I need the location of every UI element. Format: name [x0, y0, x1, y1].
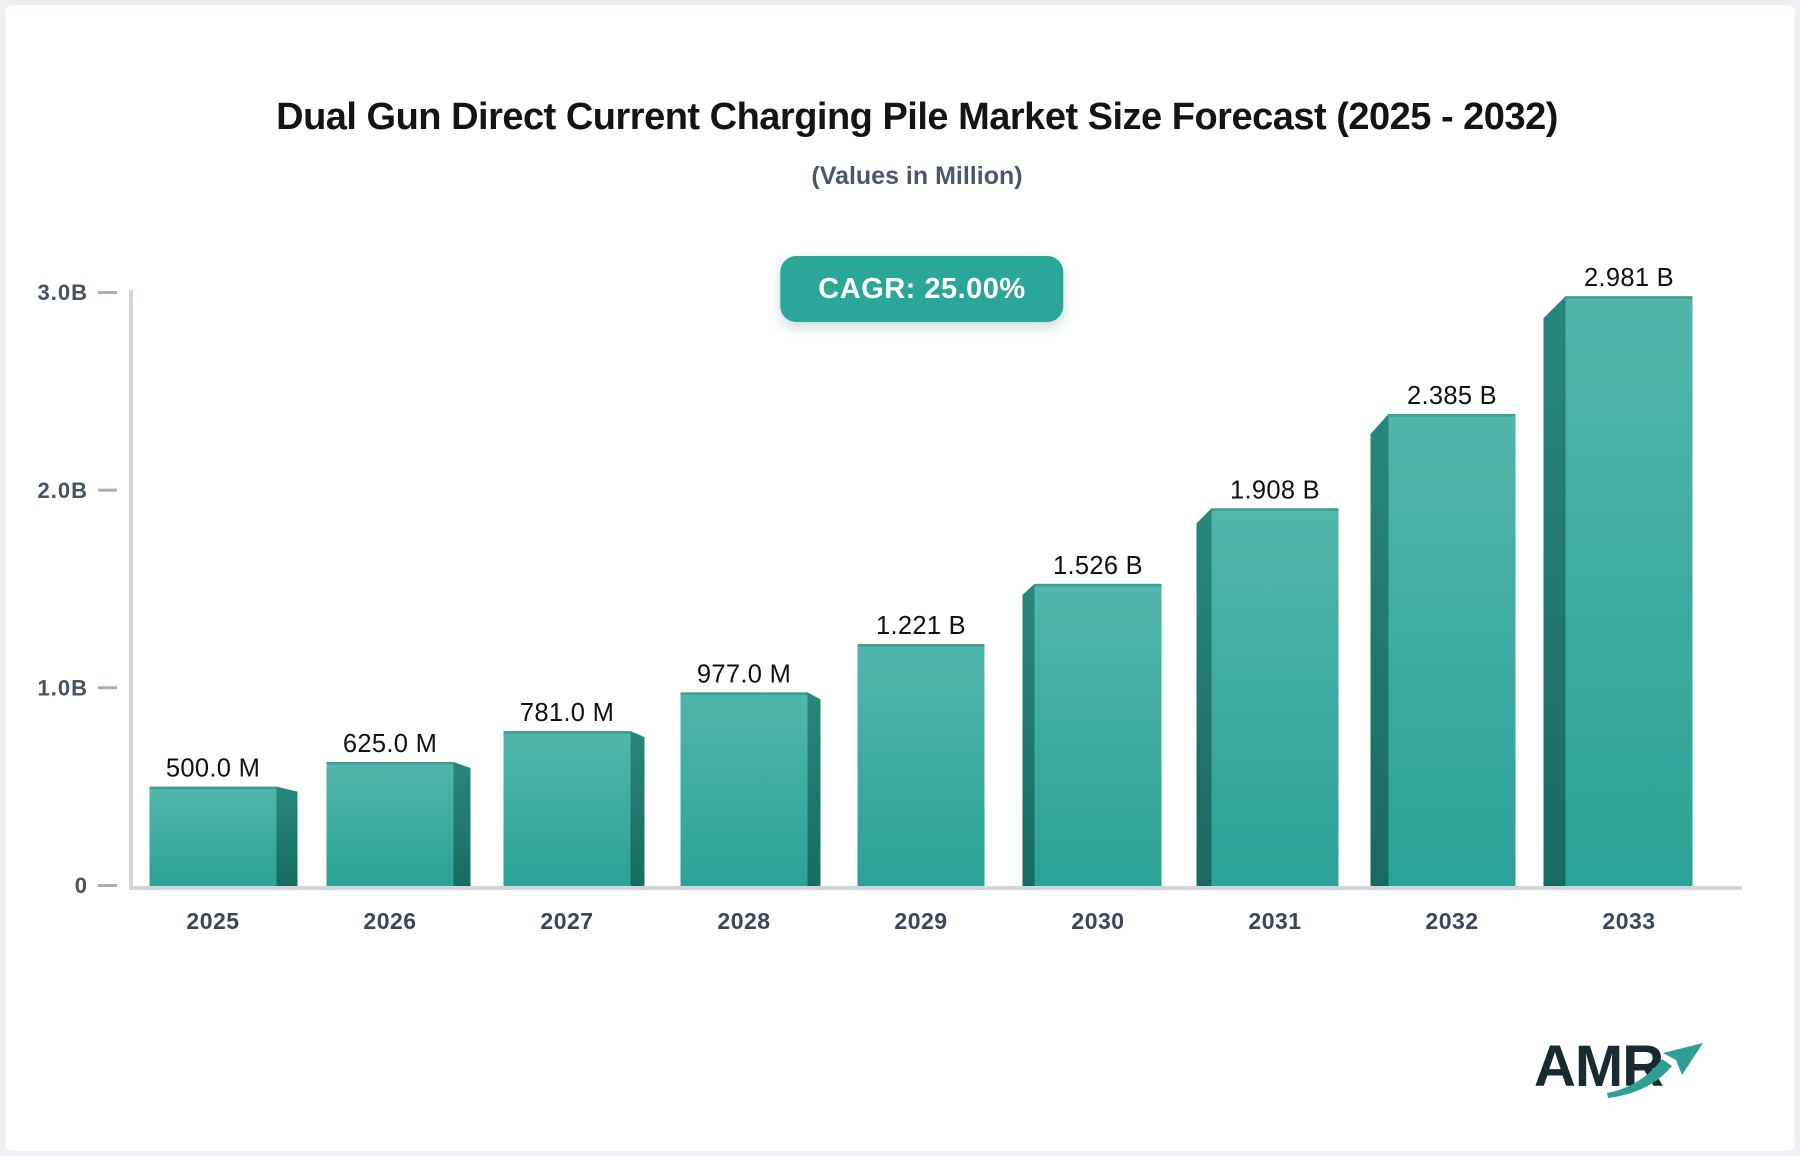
- amr-logo-arrow-icon: [1607, 1043, 1703, 1098]
- bar-2033: [1565, 296, 1693, 887]
- y-axis-tick-3.0B: [98, 290, 117, 294]
- y-axis-tick-label-1.0B: 1.0B: [38, 676, 88, 701]
- cagr-badge: CAGR: 25.00%: [780, 256, 1064, 322]
- bar-side-face-2027: [630, 731, 645, 890]
- bar-top-edge-2031: [1211, 508, 1339, 511]
- bar-side-face-2025: [276, 786, 298, 890]
- x-axis-label-2026: 2026: [363, 908, 416, 934]
- bar-top-edge-2032: [1388, 414, 1516, 417]
- bar-value-label-2030: 1.526 B: [1053, 552, 1143, 580]
- bar-side-face-2031: [1196, 508, 1212, 890]
- bar-2031: [1211, 508, 1339, 887]
- bar-2028: [680, 692, 808, 887]
- y-axis-tick-2.0B: [98, 488, 117, 492]
- bar-value-label-2032: 2.385 B: [1407, 382, 1497, 410]
- x-axis-line: [129, 886, 1742, 890]
- x-axis-label-2029: 2029: [894, 908, 947, 934]
- bar-top-edge-2030: [1034, 583, 1162, 587]
- bar-value-label-2028: 977.0 M: [697, 660, 791, 688]
- x-axis-label-2031: 2031: [1248, 908, 1301, 934]
- y-axis-tick-0: [98, 884, 117, 887]
- amr-logo: AMR: [1534, 1038, 1714, 1108]
- bar-value-label-2026: 625.0 M: [343, 730, 437, 758]
- y-axis-tick-1.0B: [98, 686, 117, 690]
- bar-top-edge-2025: [149, 786, 277, 790]
- bar-top-edge-2033: [1565, 296, 1693, 299]
- y-axis-tick-label-3.0B: 3.0B: [38, 280, 88, 305]
- bar-2030: [1034, 583, 1162, 887]
- bar-value-label-2033: 2.981 B: [1584, 264, 1674, 292]
- bar-top-edge-2027: [503, 731, 631, 734]
- bar-value-label-2029: 1.221 B: [876, 612, 966, 640]
- x-axis-label-2030: 2030: [1071, 908, 1124, 934]
- bar-value-label-2031: 1.908 B: [1230, 476, 1320, 504]
- bar-side-face-2033: [1543, 296, 1566, 890]
- bar-side-face-2026: [453, 761, 471, 890]
- y-axis-line: [129, 290, 133, 890]
- bar-2032: [1388, 414, 1516, 887]
- x-axis-label-2025: 2025: [186, 908, 239, 934]
- bar-value-label-2025: 500.0 M: [166, 755, 260, 783]
- bar-value-label-2027: 781.0 M: [520, 699, 614, 727]
- bar-2027: [503, 731, 631, 887]
- chart-title: Dual Gun Direct Current Charging Pile Ma…: [276, 96, 1558, 138]
- chart-subtitle: (Values in Million): [811, 162, 1023, 190]
- x-axis-label-2027: 2027: [540, 908, 593, 934]
- bar-side-face-2028: [807, 692, 821, 890]
- bar-top-edge-2026: [326, 761, 454, 765]
- x-axis-label-2028: 2028: [717, 908, 770, 934]
- bar-2026: [326, 761, 454, 887]
- x-axis-label-2033: 2033: [1602, 908, 1655, 934]
- x-axis-label-2032: 2032: [1425, 908, 1478, 934]
- bar-2025: [149, 786, 277, 887]
- y-axis-tick-label-0: 0: [75, 873, 88, 898]
- bar-top-edge-2028: [680, 692, 808, 695]
- bar-2029: [857, 644, 985, 887]
- bar-side-face-2032: [1370, 414, 1389, 890]
- bar-side-face-2030: [1022, 583, 1035, 890]
- y-axis-tick-label-2.0B: 2.0B: [38, 478, 88, 503]
- bar-top-edge-2029: [857, 644, 985, 647]
